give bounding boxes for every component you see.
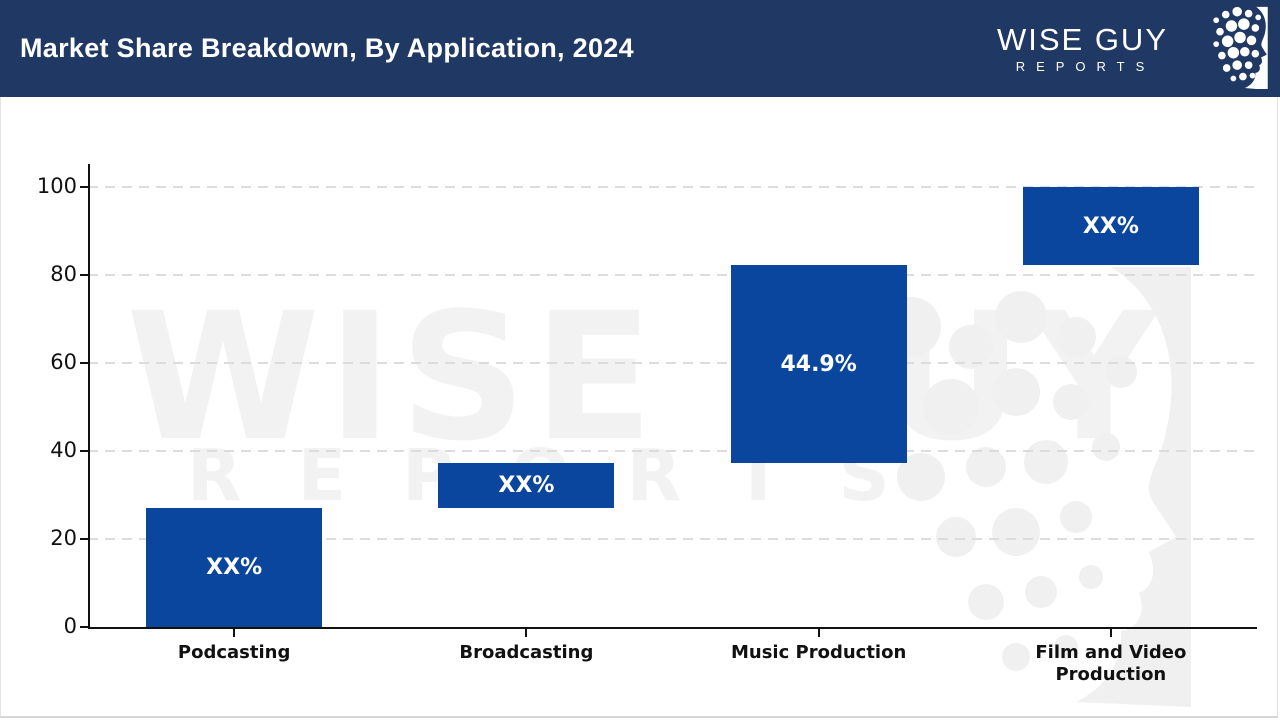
brand-logo-text: WISE GUY REPORTS (997, 24, 1168, 73)
bar-value-label: XX% (498, 473, 555, 499)
brand-name: WISE GUY (996, 22, 1168, 57)
chart-canvas: WISE GUY REPORTS 020406080100XX%Podcasti… (0, 97, 1278, 718)
x-category-label: Broadcasting (459, 642, 594, 663)
bar-film-and-video-production: XX% (1022, 187, 1199, 266)
bar-broadcasting: XX% (438, 462, 615, 509)
y-tick-label: 60 (50, 350, 77, 374)
bar-value-label: XX% (1082, 213, 1139, 239)
bar-music-production: 44.9% (730, 265, 907, 463)
y-tick-label: 0 (63, 614, 77, 638)
y-tick-mark (80, 274, 88, 276)
x-category-label: Music Production (730, 642, 907, 663)
y-tick-mark (80, 186, 88, 188)
x-tick-mark (1109, 629, 1112, 637)
brand-logo: WISE GUY REPORTS (997, 5, 1280, 93)
bar-podcasting: XX% (146, 508, 323, 627)
x-category-label: Podcasting (177, 642, 291, 663)
y-gridline (88, 186, 1257, 188)
brand-subtitle: REPORTS (1015, 59, 1156, 74)
y-gridline (88, 274, 1257, 276)
x-tick-mark (817, 629, 820, 637)
y-tick-label: 40 (50, 438, 77, 462)
x-tick-mark (525, 629, 528, 637)
y-tick-mark (80, 450, 88, 452)
y-tick-mark (80, 626, 88, 628)
y-tick-label: 80 (50, 262, 77, 286)
page-title: Market Share Breakdown, By Application, … (20, 33, 634, 63)
y-tick-mark (80, 362, 88, 364)
header-bar: Market Share Breakdown, By Application, … (0, 0, 1280, 97)
x-tick-mark (233, 629, 236, 637)
x-axis-line (88, 627, 1257, 629)
y-gridline (88, 362, 1257, 364)
y-gridline (88, 538, 1257, 540)
y-tick-label: 20 (50, 526, 77, 550)
y-axis-line (88, 164, 90, 629)
y-tick-mark (80, 538, 88, 540)
y-gridline (88, 450, 1257, 452)
x-category-label: Film and Video Production (1035, 642, 1187, 685)
bar-value-label: XX% (206, 555, 263, 581)
watermark-text-1: WISE GUY (126, 275, 1165, 480)
y-tick-label: 100 (36, 174, 77, 198)
dotted-head-icon (1172, 5, 1268, 93)
bar-value-label: 44.9% (780, 351, 857, 377)
watermark-dotted-head (771, 207, 1191, 711)
